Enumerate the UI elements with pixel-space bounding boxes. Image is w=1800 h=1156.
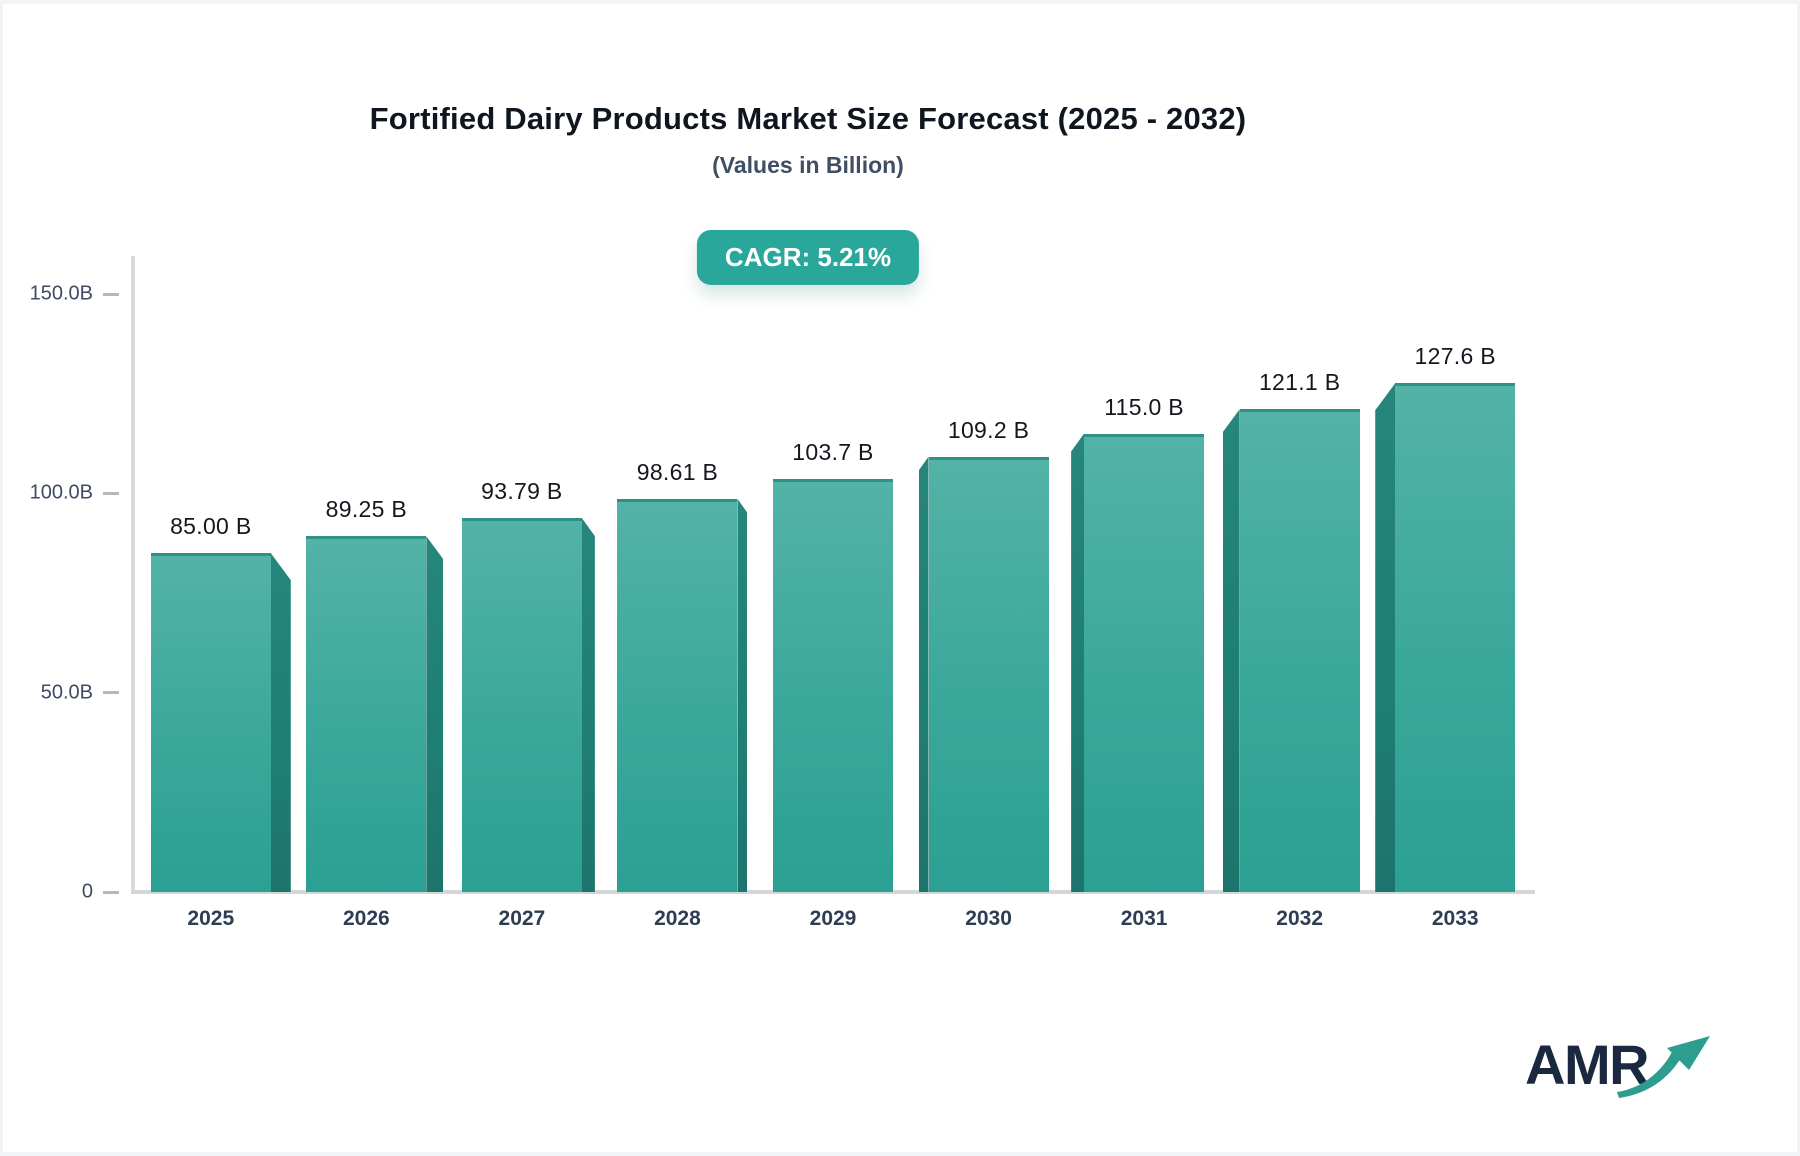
chart-title: Fortified Dairy Products Market Size For… (369, 101, 1247, 136)
x-axis-label-2026: 2026 (342, 907, 390, 930)
y-axis-label-150.0B: 150.0B (29, 282, 93, 305)
y-axis-tick-100.0B (103, 491, 119, 495)
bar-side-panel-2025 (270, 553, 291, 892)
bar-2033 (1395, 383, 1516, 892)
x-axis-label-2033: 2033 (1431, 907, 1479, 930)
y-axis-label-50.0B: 50.0B (40, 681, 93, 704)
upward-trend-arrow-icon (1617, 1036, 1710, 1098)
amr-logo-text: AMR (1525, 1033, 1650, 1096)
x-axis-label-2027: 2027 (498, 907, 546, 930)
x-axis-label-2028: 2028 (654, 907, 701, 930)
bar-side-panel-2031 (1071, 433, 1085, 892)
bar-2029 (773, 478, 893, 892)
bar-2027 (461, 518, 582, 892)
bar-value-label-2028: 98.61 B (636, 458, 719, 485)
bar-side-panel-2028 (737, 498, 748, 892)
x-axis-label-2031: 2031 (1120, 907, 1168, 930)
amr-logo: AMR (1525, 1032, 1725, 1122)
bar-2025 (150, 553, 271, 892)
y-axis-label-0: 0 (81, 880, 93, 903)
chart-card: Fortified Dairy Products Market Size For… (3, 4, 1797, 1152)
y-axis-tick-0 (103, 890, 119, 894)
bar-2030 (928, 456, 1049, 892)
bar-value-label-2029: 103.7 B (792, 438, 874, 465)
bar-side-panel-2026 (426, 536, 444, 892)
y-axis-tick-150.0B (103, 292, 119, 296)
bar-2031 (1084, 433, 1205, 892)
bar-value-label-2032: 121.1 B (1258, 369, 1341, 396)
bar-2028 (617, 498, 738, 892)
x-axis-label-2030: 2030 (965, 907, 1012, 930)
bar-side-panel-2033 (1375, 383, 1396, 892)
x-axis-label-2025: 2025 (187, 907, 235, 930)
y-axis-line (131, 256, 135, 894)
bar-chart-plot-area: 150.0B 100.0B 50.0B 0 85.00 B 2025 89.25 B 2026… (3, 4, 1797, 1152)
chart-subtitle: (Values in Billion) (712, 152, 904, 178)
cagr-badge: CAGR: 5.21% (696, 230, 920, 285)
bar-2026 (306, 536, 427, 892)
bar-value-label-2025: 85.00 B (170, 513, 252, 540)
bar-2032 (1239, 409, 1360, 892)
bar-side-panel-2032 (1222, 409, 1240, 892)
bar-value-label-2033: 127.6 B (1414, 343, 1496, 370)
bar-value-label-2026: 89.25 B (325, 496, 408, 523)
bar-value-label-2027: 93.79 B (481, 478, 563, 505)
x-axis-label-2032: 2032 (1276, 907, 1324, 930)
x-axis-label-2029: 2029 (809, 907, 857, 930)
bar-side-panel-2030 (918, 456, 929, 892)
bar-side-panel-2027 (581, 518, 595, 892)
bar-value-label-2031: 115.0 B (1104, 393, 1184, 420)
y-axis-label-100.0B: 100.0B (29, 481, 93, 504)
y-axis-tick-50.0B (103, 691, 119, 695)
bar-value-label-2030: 109.2 B (947, 416, 1030, 443)
x-axis-baseline (131, 890, 1535, 894)
